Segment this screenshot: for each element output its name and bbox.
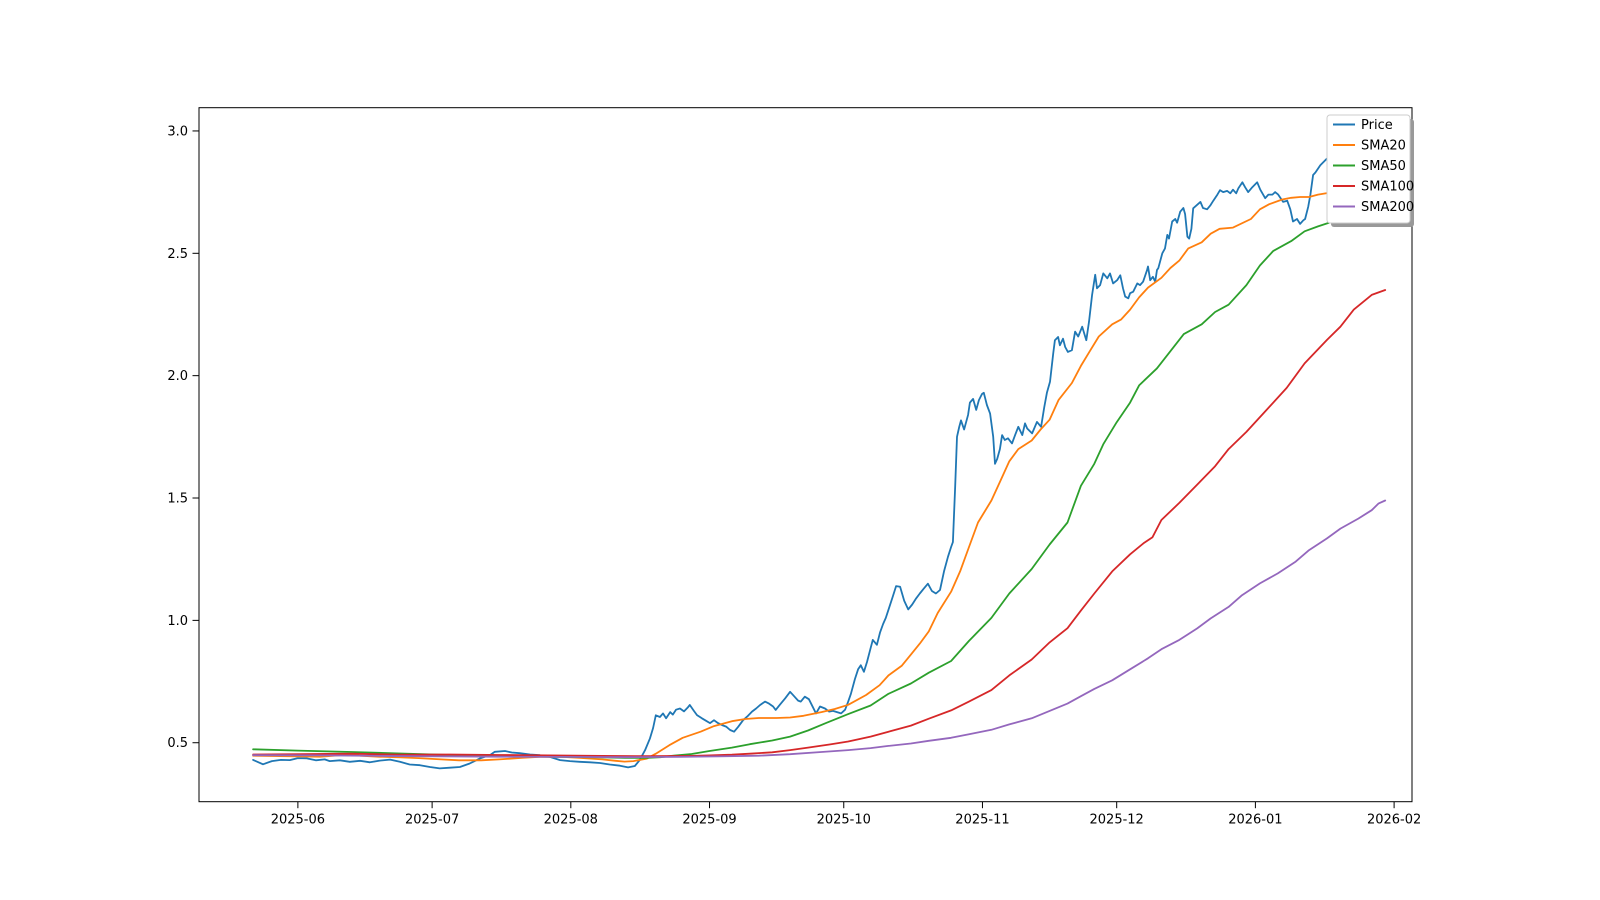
series-lines [252,139,1387,770]
legend: Price SMA20 SMA50 SMA100 SMA200 [1326,114,1414,227]
plot-frame [198,107,1413,803]
legend-label-sma200: SMA200 [1361,200,1414,215]
y-tick-label: 1.0 [167,614,188,629]
x-tick-label: 2026-02 [1367,813,1421,828]
legend-label-sma20: SMA20 [1361,139,1406,154]
y-tick-label: 0.5 [167,736,188,751]
x-tick-label: 2025-07 [405,813,459,828]
y-tick-label: 2.0 [167,369,188,384]
legend-label-sma50: SMA50 [1361,159,1406,174]
plot-border [198,107,1413,803]
x-tick-label: 2025-06 [271,813,325,828]
legend-label-price: Price [1361,118,1393,133]
series-line-sma200 [252,499,1387,759]
legend-label-sma100: SMA100 [1361,180,1414,195]
y-tick-label: 3.0 [167,124,188,139]
x-tick-label: 2025-12 [1090,813,1144,828]
legend-box [1326,114,1411,224]
y-tick-label: 1.5 [167,492,188,507]
x-tick-label: 2026-01 [1228,813,1282,828]
x-tick-label: 2025-10 [817,813,871,828]
x-tick-label: 2025-09 [682,813,736,828]
y-tick-label: 2.5 [167,247,188,262]
x-tick-label: 2025-11 [955,813,1009,828]
x-axis: 2025-06 2025-07 2025-08 2025-09 2025-10 2025-… [271,801,1421,828]
series-line-price [252,139,1387,770]
x-tick-label: 2025-08 [544,813,598,828]
y-axis: 0.5 1.0 1.5 2.0 2.5 3.0 [167,124,199,751]
